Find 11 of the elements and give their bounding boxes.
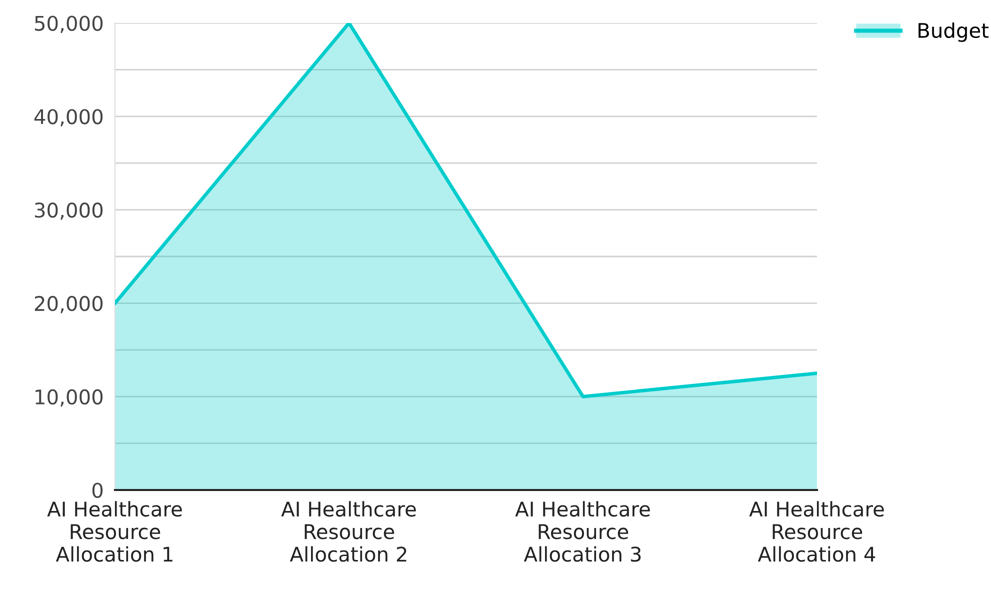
x-tick-label: AI Healthcare Resource Allocation 4 xyxy=(749,501,884,562)
y-tick-label: 0 xyxy=(92,482,103,498)
legend-label: Budget xyxy=(918,22,989,42)
x-tick-label: AI Healthcare Resource Allocation 3 xyxy=(515,501,650,562)
y-tick-label: 30,000 xyxy=(34,202,103,220)
y-tick-label: 50,000 xyxy=(34,16,103,33)
x-tick-label: AI Healthcare Resource Allocation 2 xyxy=(281,501,416,562)
y-tick-label: 20,000 xyxy=(34,296,103,314)
y-tick-label: 10,000 xyxy=(36,389,103,407)
y-tick-label: 40,000 xyxy=(34,109,103,126)
x-tick-label: AI Healthcare Resource Allocation 1 xyxy=(47,501,182,562)
